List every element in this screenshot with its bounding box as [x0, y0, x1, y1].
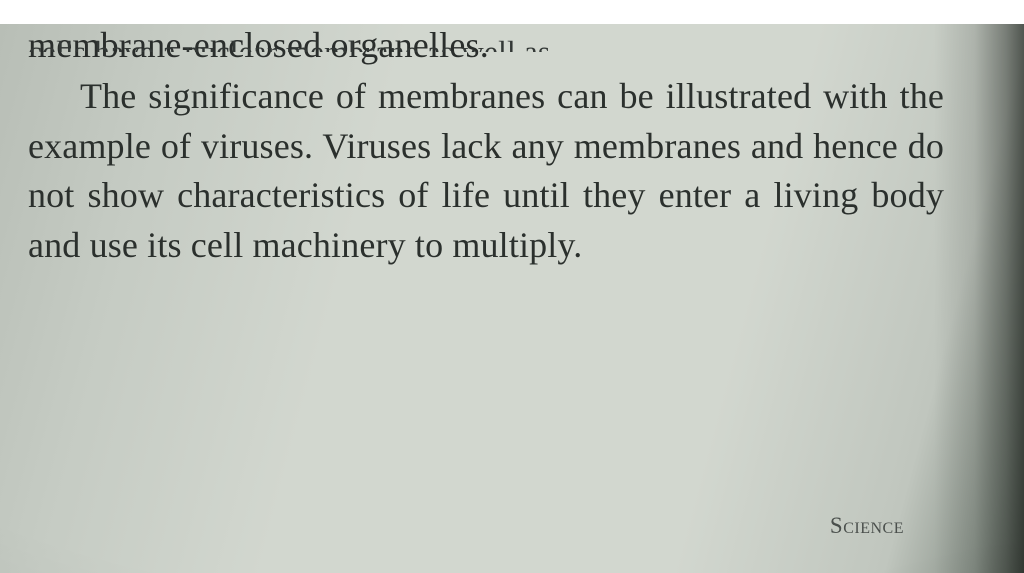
cutoff-text: cells have a nuclear membrane as well as [28, 34, 550, 52]
subject-footer-label: Science [830, 513, 904, 539]
body-paragraph: The significance of membranes can be ill… [28, 72, 944, 271]
page-gutter-shadow [934, 24, 1024, 573]
book-page: cells have a nuclear membrane as well as… [0, 24, 1024, 573]
previous-line-cutoff: cells have a nuclear membrane as well as [0, 24, 1024, 52]
